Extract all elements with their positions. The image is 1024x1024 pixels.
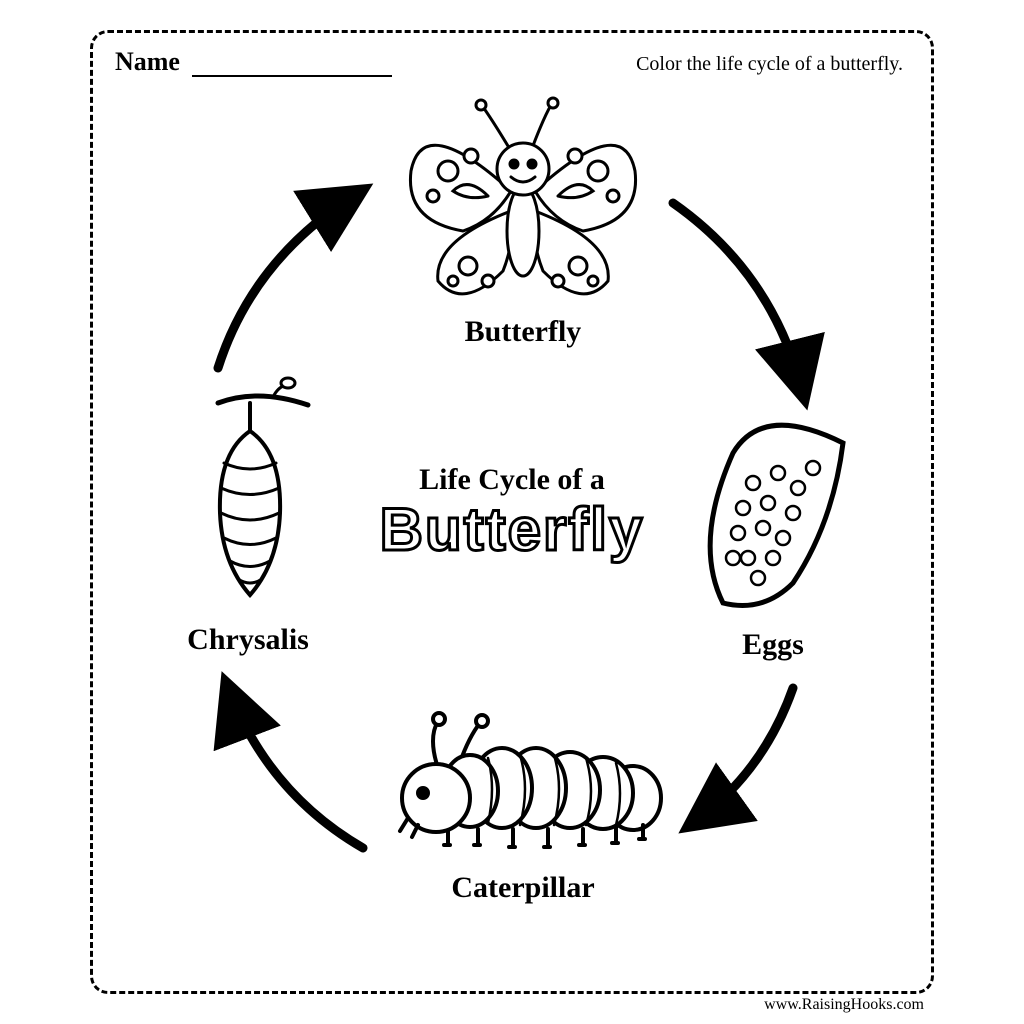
cycle-arrows (93, 33, 937, 997)
worksheet-frame: Name Color the life cycle of a butterfly… (90, 30, 934, 994)
footer-credit: www.RaisingHooks.com (764, 996, 924, 1014)
